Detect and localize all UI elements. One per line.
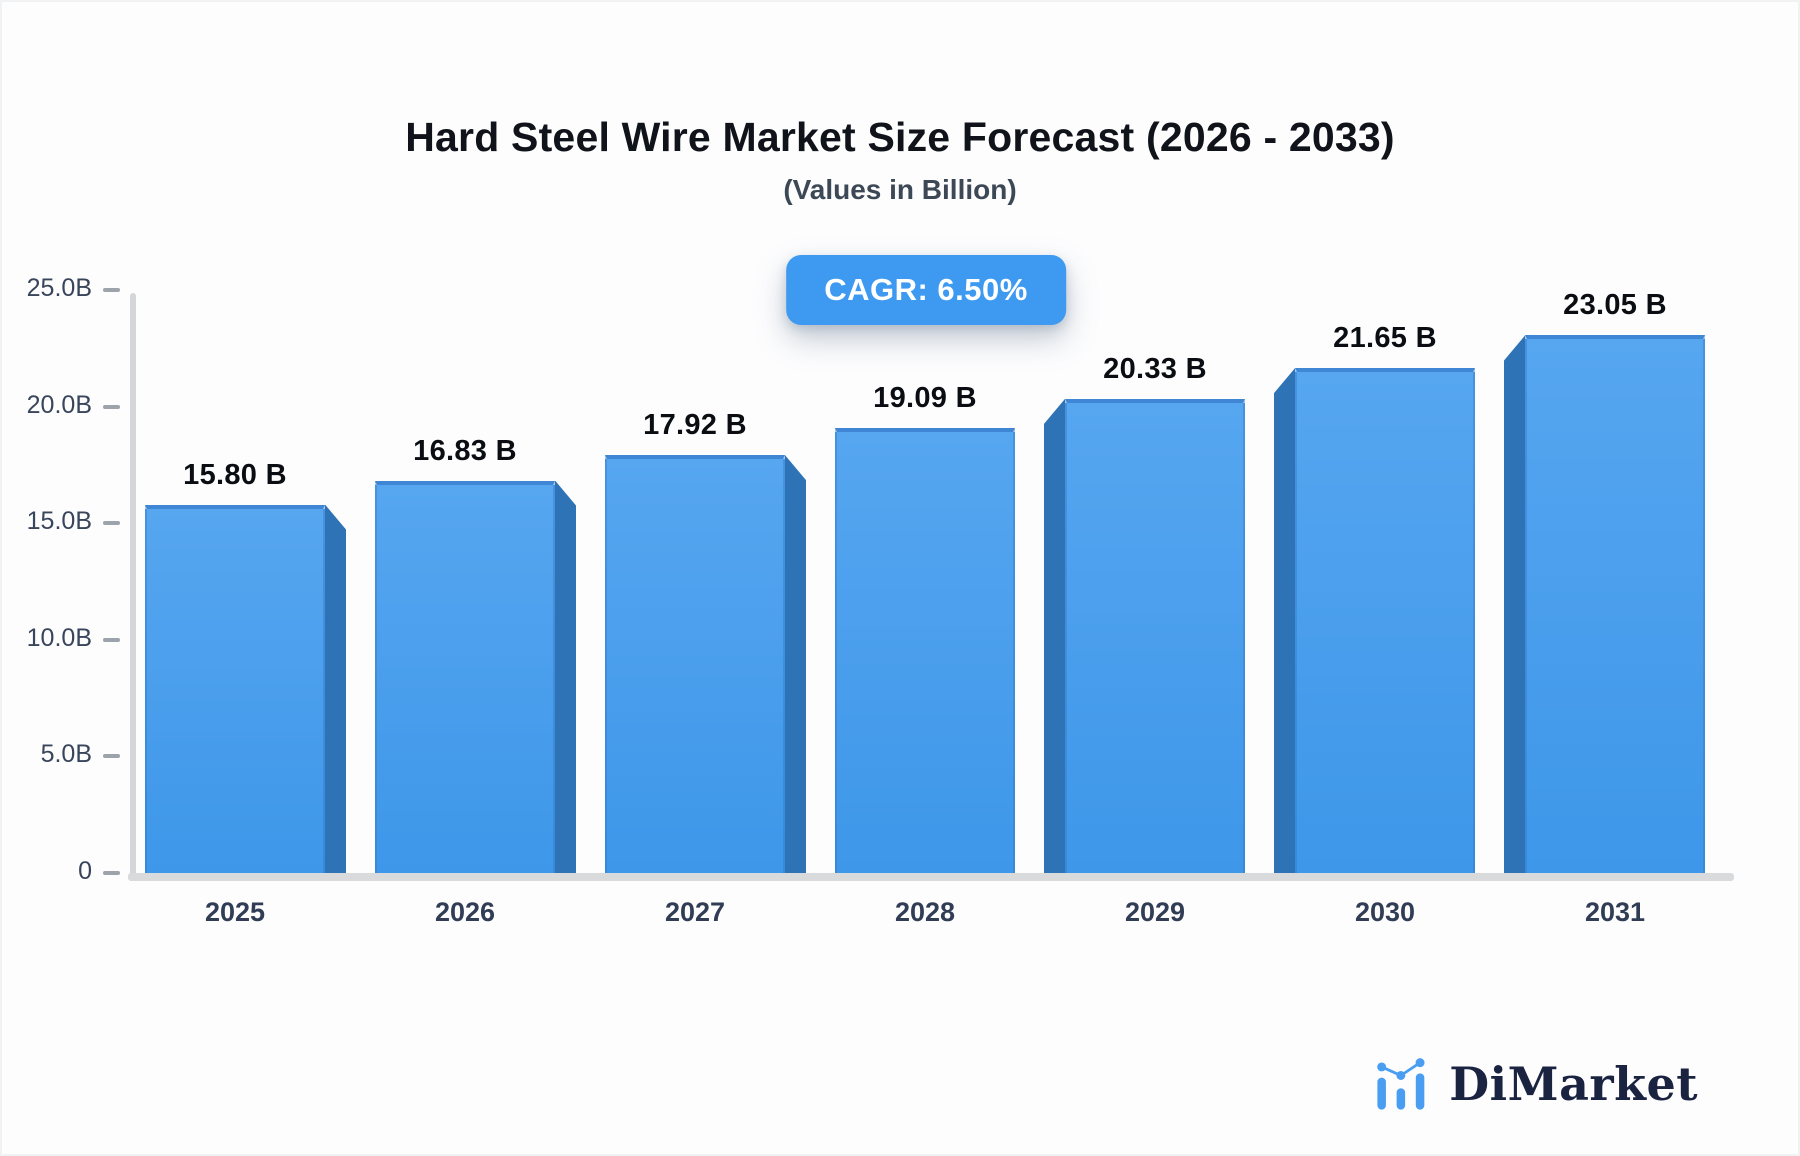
bar-face [605, 455, 785, 873]
y-axis-line [130, 293, 136, 881]
chart-subtitle: (Values in Billion) [783, 174, 1017, 205]
bar-line-chart-icon [1377, 1058, 1425, 1110]
bar-side-face [1274, 368, 1295, 873]
bar-face [145, 504, 325, 873]
x-tick-label: 2029 [1124, 897, 1186, 927]
bar-value-label: 20.33 B [1103, 352, 1207, 385]
y-tick [103, 637, 120, 642]
brand-logo: DiMarket [1371, 1052, 1698, 1116]
bar-face [1295, 368, 1475, 873]
y-tick [103, 871, 120, 875]
y-tick [103, 288, 120, 292]
bar-value-label: 23.05 B [1563, 289, 1667, 322]
y-tick [103, 521, 120, 526]
y-tick-label: 20.0B [26, 390, 92, 419]
y-tick [103, 404, 120, 409]
bar-side-face [1504, 335, 1525, 873]
bar-face [1065, 398, 1245, 873]
bar-value-label: 16.83 B [413, 434, 517, 467]
y-tick-label: 5.0B [40, 740, 92, 769]
x-tick-label: 2031 [1584, 897, 1646, 927]
bar-value-label: 21.65 B [1333, 322, 1437, 355]
y-tick-label: 0 [78, 857, 92, 885]
y-tick-label: 10.0B [26, 623, 92, 652]
x-axis-line [128, 873, 1734, 881]
y-tick [103, 754, 120, 759]
x-tick-label: 2025 [204, 897, 266, 927]
logo-text: DiMarket [1449, 1057, 1698, 1111]
bar-value-label: 19.09 B [873, 381, 977, 414]
cagr-badge: CAGR: 6.50% [786, 255, 1066, 325]
x-tick-label: 2030 [1354, 897, 1416, 927]
bar-side-face [1044, 398, 1065, 873]
bar-side-face [785, 455, 806, 873]
x-tick-label: 2028 [894, 897, 956, 927]
bar-side-face [555, 480, 576, 873]
x-tick-label: 2027 [664, 897, 726, 927]
bar-face [375, 480, 555, 873]
y-tick-label: 25.0B [26, 274, 92, 302]
bar-value-label: 17.92 B [643, 409, 747, 442]
chart-title: Hard Steel Wire Market Size Forecast (20… [405, 114, 1395, 160]
bar-value-label: 15.80 B [183, 458, 287, 491]
bar-side-face [325, 504, 346, 873]
y-tick-label: 15.0B [26, 507, 92, 536]
bar-face [1525, 335, 1705, 873]
bar-face [835, 427, 1015, 873]
x-tick-label: 2026 [434, 897, 496, 927]
